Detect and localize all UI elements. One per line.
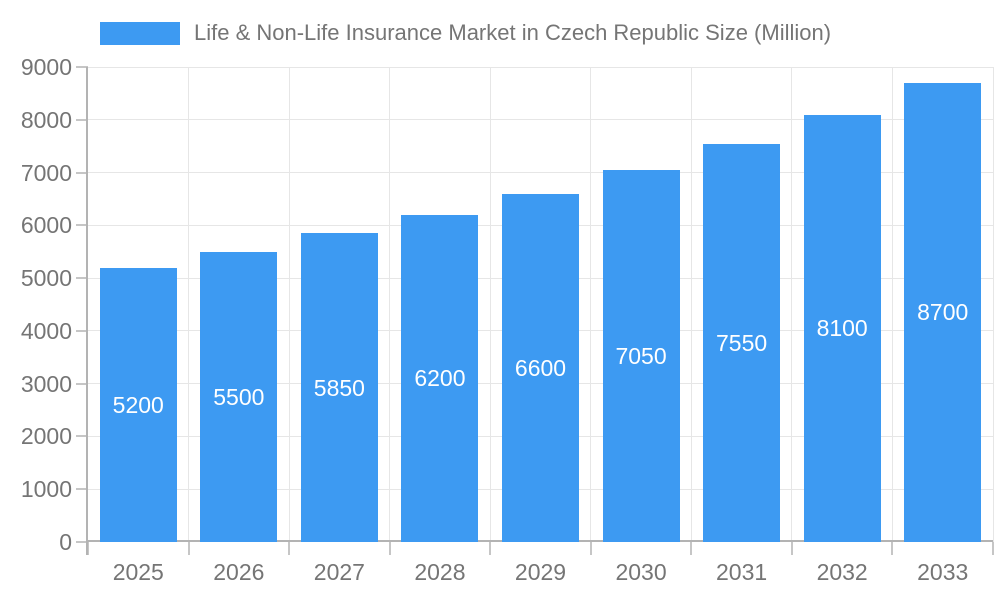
bar[interactable] <box>401 214 479 542</box>
y-axis-label: 1000 <box>20 476 72 503</box>
bar[interactable] <box>200 251 278 542</box>
legend-swatch[interactable] <box>100 21 180 45</box>
bar[interactable] <box>803 114 881 542</box>
bar[interactable] <box>99 267 177 542</box>
y-axis-tick <box>76 224 88 227</box>
bar-value-label: 8100 <box>816 315 868 342</box>
gridline-horizontal <box>88 172 993 174</box>
y-axis-tick <box>76 118 88 121</box>
y-axis-label: 3000 <box>20 370 72 397</box>
bar-value-label: 7050 <box>615 342 667 369</box>
y-axis-tick <box>76 435 88 438</box>
gridline-vertical <box>188 67 190 542</box>
x-axis-tick <box>489 542 492 555</box>
gridline-vertical <box>389 67 391 542</box>
y-axis-tick <box>76 488 88 491</box>
y-axis-tick <box>76 277 88 280</box>
y-axis-label: 7000 <box>20 159 72 186</box>
x-axis-tick <box>87 542 89 555</box>
bar-value-label: 5200 <box>112 391 164 418</box>
y-axis-label: 5000 <box>20 265 72 292</box>
y-axis-tick <box>76 171 88 174</box>
gridline-vertical <box>992 67 994 542</box>
y-axis-tick <box>76 541 88 543</box>
y-axis-label: 0 <box>59 529 72 555</box>
gridline-vertical <box>489 67 491 542</box>
x-axis-label: 2025 <box>112 559 164 585</box>
bar-value-label: 5850 <box>313 374 365 401</box>
gridline-vertical <box>690 67 692 542</box>
bar[interactable] <box>703 143 781 542</box>
x-axis-tick <box>790 542 793 555</box>
bar-value-label: 6200 <box>414 365 466 392</box>
bar-value-label: 5500 <box>213 383 265 410</box>
x-axis-label: 2030 <box>615 559 667 585</box>
gridline-horizontal <box>88 66 993 68</box>
y-axis-label: 9000 <box>20 54 72 80</box>
bar[interactable] <box>300 233 378 542</box>
x-axis-tick <box>589 542 592 555</box>
x-axis-label: 2026 <box>213 559 265 585</box>
x-axis-label: 2028 <box>414 559 466 585</box>
x-axis-label: 2032 <box>816 559 868 585</box>
legend-label: Life & Non-Life Insurance Market in Czec… <box>194 20 832 45</box>
bar-value-label: 8700 <box>917 299 969 326</box>
gridline-horizontal <box>88 119 993 121</box>
bar[interactable] <box>904 82 982 542</box>
y-axis-label: 4000 <box>20 317 72 344</box>
bar-value-label: 6600 <box>514 354 567 381</box>
x-axis-tick <box>288 542 291 555</box>
x-axis-label: 2033 <box>917 559 969 585</box>
y-axis-tick <box>76 382 88 385</box>
x-axis-tick <box>891 542 894 555</box>
x-axis-label: 2027 <box>313 559 365 585</box>
y-axis-label: 8000 <box>20 106 72 133</box>
gridline-vertical <box>590 67 592 542</box>
x-axis-tick <box>992 542 994 555</box>
legend[interactable]: Life & Non-Life Insurance Market in Czec… <box>100 20 831 46</box>
bar[interactable] <box>602 169 680 542</box>
gridline-vertical <box>288 67 290 542</box>
y-axis-label: 2000 <box>20 423 72 450</box>
y-axis-tick <box>76 66 88 68</box>
gridline-vertical <box>891 67 893 542</box>
bar-value-label: 7550 <box>716 329 768 356</box>
x-axis-tick <box>187 542 190 555</box>
y-axis-line <box>86 67 88 555</box>
x-axis-tick <box>690 542 693 555</box>
gridline-vertical <box>791 67 793 542</box>
x-axis-label: 2029 <box>514 559 567 585</box>
bar[interactable] <box>502 193 579 542</box>
y-axis-label: 6000 <box>20 212 72 239</box>
x-axis-tick <box>388 542 391 555</box>
y-axis-tick <box>76 329 88 332</box>
x-axis-label: 2031 <box>716 559 768 585</box>
